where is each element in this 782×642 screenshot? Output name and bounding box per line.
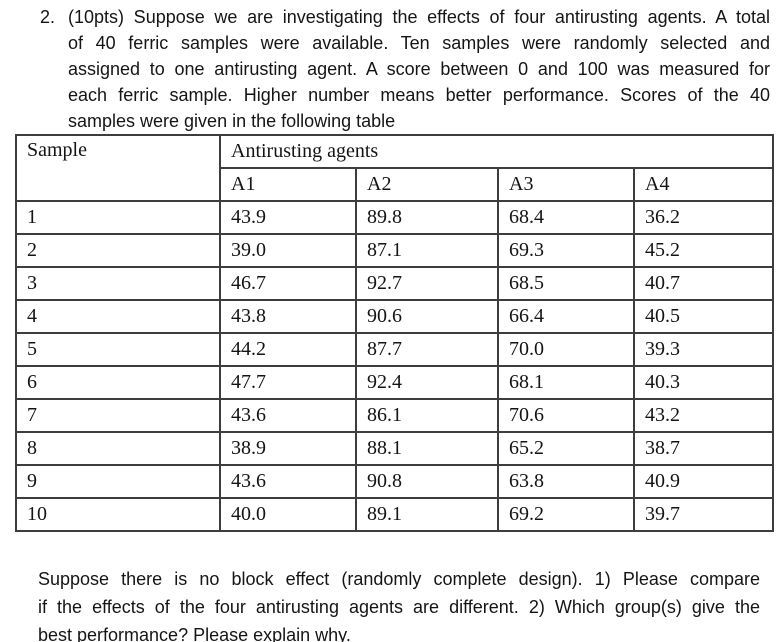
- sample-number-cell: 8: [15, 431, 221, 466]
- paragraph-line: of 40 ferric samples were available. Ten…: [68, 33, 770, 53]
- score-cell: 68.1: [497, 365, 635, 400]
- sample-number-cell: 1: [15, 200, 221, 235]
- table-row: 7 43.6 86.1 70.6 43.2: [15, 398, 775, 433]
- paragraph-line: best performance? Please explain why.: [38, 625, 351, 642]
- score-cell: 43.8: [219, 299, 357, 334]
- score-cell: 39.7: [632, 497, 775, 532]
- paragraph-line: each ferric sample. Higher number means …: [68, 85, 770, 105]
- score-cell: 88.1: [355, 431, 499, 466]
- score-cell: 92.4: [355, 365, 499, 400]
- agent-a2-column-header: A2: [355, 167, 499, 202]
- agent-a1-column-header: A1: [219, 167, 357, 202]
- table-body: 1 43.9 89.8 68.4 36.2 2 39.0 87.1 69.3 45.2 3 46.7 9…: [15, 200, 775, 532]
- score-cell: 87.1: [355, 233, 499, 268]
- paragraph-line: (10pts) Suppose we are investigating the…: [68, 7, 770, 27]
- score-cell: 70.6: [497, 398, 635, 433]
- table-row: 9 43.6 90.8 63.8 40.9: [15, 464, 775, 499]
- score-cell: 70.0: [497, 332, 635, 367]
- score-cell: 40.7: [632, 266, 775, 301]
- score-cell: 40.0: [219, 497, 357, 532]
- score-cell: 36.2: [632, 200, 775, 235]
- score-cell: 66.4: [497, 299, 635, 334]
- score-cell: 38.9: [219, 431, 357, 466]
- agent-a3-column-header: A3: [497, 167, 635, 202]
- score-cell: 43.6: [219, 398, 357, 433]
- table-row: 3 46.7 92.7 68.5 40.7: [15, 266, 775, 301]
- paragraph-line: samples were given in the following tabl…: [68, 111, 396, 131]
- score-cell: 69.2: [497, 497, 635, 532]
- score-cell: 68.4: [497, 200, 635, 235]
- score-cell: 63.8: [497, 464, 635, 499]
- table-row: 1 43.9 89.8 68.4 36.2: [15, 200, 775, 235]
- question-text: (10pts) Suppose we are investigating the…: [68, 4, 770, 134]
- table-subheader-row: A1 A2 A3 A4: [16, 167, 775, 202]
- question-number: 2.: [40, 7, 56, 27]
- score-cell: 39.3: [632, 332, 775, 367]
- sample-number-cell: 7: [15, 398, 221, 433]
- score-cell: 69.3: [497, 233, 635, 268]
- score-cell: 47.7: [219, 365, 357, 400]
- sample-number-cell: 5: [15, 332, 221, 367]
- score-cell: 43.2: [632, 398, 775, 433]
- score-cell: 43.9: [219, 200, 357, 235]
- score-cell: 46.7: [219, 266, 357, 301]
- agent-a4-column-header: A4: [632, 167, 775, 202]
- table-row: 6 47.7 92.4 68.1 40.3: [15, 365, 775, 400]
- sample-number-cell: 6: [15, 365, 221, 400]
- score-cell: 89.1: [355, 497, 499, 532]
- sample-number-cell: 4: [15, 299, 221, 334]
- table-row: 10 40.0 89.1 69.2 39.7: [15, 497, 775, 532]
- sample-number-cell: 10: [15, 497, 221, 532]
- score-cell: 86.1: [355, 398, 499, 433]
- score-cell: 44.2: [219, 332, 357, 367]
- score-cell: 40.5: [632, 299, 775, 334]
- score-cell: 87.7: [355, 332, 499, 367]
- score-cell: 45.2: [632, 233, 775, 268]
- sample-number-cell: 3: [15, 266, 221, 301]
- question-paragraph: 2. (10pts) Suppose we are investigating …: [0, 0, 782, 134]
- score-cell: 40.3: [632, 365, 775, 400]
- table-header-row: Sample Antirusting agents: [15, 134, 775, 202]
- score-cell: 92.7: [355, 266, 499, 301]
- score-cell: 89.8: [355, 200, 499, 235]
- score-cell: 65.2: [497, 431, 635, 466]
- score-cell: 39.0: [219, 233, 357, 268]
- score-cell: 68.5: [497, 266, 635, 301]
- score-cell: 40.9: [632, 464, 775, 499]
- table-row: 8 38.9 88.1 65.2 38.7: [15, 431, 775, 466]
- paragraph-line: Suppose there is no block effect (random…: [38, 569, 760, 589]
- score-cell: 90.6: [355, 299, 499, 334]
- table-row: 5 44.2 87.7 70.0 39.3: [15, 332, 775, 367]
- table-row: 2 39.0 87.1 69.3 45.2: [15, 233, 775, 268]
- score-cell: 90.8: [355, 464, 499, 499]
- sample-number-cell: 2: [15, 233, 221, 268]
- score-cell: 43.6: [219, 464, 357, 499]
- antirusting-agents-group-header: Antirusting agents: [218, 134, 775, 169]
- sample-column-header: Sample: [15, 134, 221, 202]
- footer-paragraph: Suppose there is no block effect (random…: [38, 565, 760, 642]
- paragraph-line: assigned to one antirusting agent. A sco…: [68, 59, 770, 79]
- paragraph-line: if the effects of the four antirusting a…: [38, 597, 760, 617]
- score-cell: 38.7: [632, 431, 775, 466]
- sample-number-cell: 9: [15, 464, 221, 499]
- table-row: 4 43.8 90.6 66.4 40.5: [15, 299, 775, 334]
